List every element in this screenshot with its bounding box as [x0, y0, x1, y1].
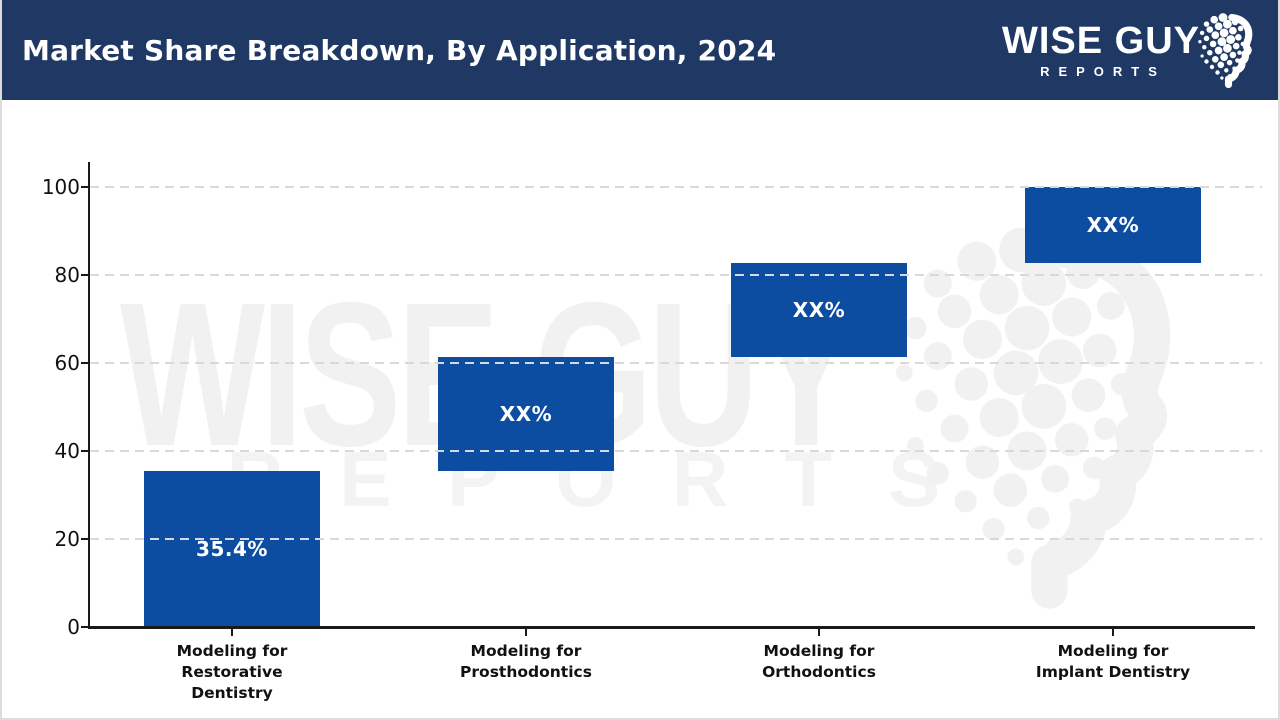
y-tick-label-100: 100: [41, 175, 80, 199]
wiseguy-logo: WISE GUY REPORTS: [1002, 12, 1256, 89]
bar-value-label: 35.4%: [196, 537, 268, 562]
category-label-1: Modeling for Restorative Dentistry: [176, 642, 288, 702]
bar-value-label: XX%: [499, 402, 553, 427]
y-tick-80: [81, 274, 90, 276]
gridline-80: [90, 274, 1262, 276]
page-title: Market Share Breakdown, By Application, …: [22, 33, 777, 67]
x-tick-1: [231, 627, 233, 636]
category-label-4: Modeling for Implant Dentistry: [1035, 642, 1191, 681]
y-tick-60: [81, 362, 90, 364]
bar-segment-2: XX%: [438, 356, 614, 472]
logo-text: WISE GUY REPORTS: [1002, 22, 1200, 78]
y-tick-0: [81, 626, 90, 628]
gridline-100: [90, 186, 1262, 188]
logo-head-icon: [1190, 12, 1256, 89]
bar-segment-1: 35.4%: [144, 471, 320, 627]
y-axis: [88, 162, 90, 629]
category-label-2: Modeling for Prosthodontics: [460, 642, 592, 681]
y-tick-20: [81, 538, 90, 540]
x-axis: [88, 626, 1255, 629]
gridline-20: [90, 538, 1262, 540]
y-tick-label-0: 0: [67, 615, 80, 639]
logo-subtitle: REPORTS: [1040, 64, 1166, 79]
y-tick-label-20: 20: [54, 527, 80, 551]
gridline-60: [90, 362, 1262, 364]
x-tick-3: [818, 627, 820, 636]
y-tick-40: [81, 450, 90, 452]
bar-value-label: XX%: [1086, 213, 1140, 238]
bar-value-label: XX%: [792, 297, 846, 322]
bar-segment-4: XX%: [1025, 187, 1201, 264]
y-tick-100: [81, 186, 90, 188]
category-label-3: Modeling for Orthodontics: [762, 642, 876, 681]
x-tick-4: [1112, 627, 1114, 636]
bar-segment-3: XX%: [731, 263, 907, 357]
logo-wordmark: WISE GUY: [1001, 20, 1200, 62]
gridline-40: [90, 450, 1262, 452]
y-tick-label-40: 40: [54, 439, 80, 463]
y-tick-label-60: 60: [54, 351, 80, 375]
y-tick-label-80: 80: [54, 263, 80, 287]
header-bar: Market Share Breakdown, By Application, …: [2, 0, 1278, 100]
x-tick-2: [525, 627, 527, 636]
